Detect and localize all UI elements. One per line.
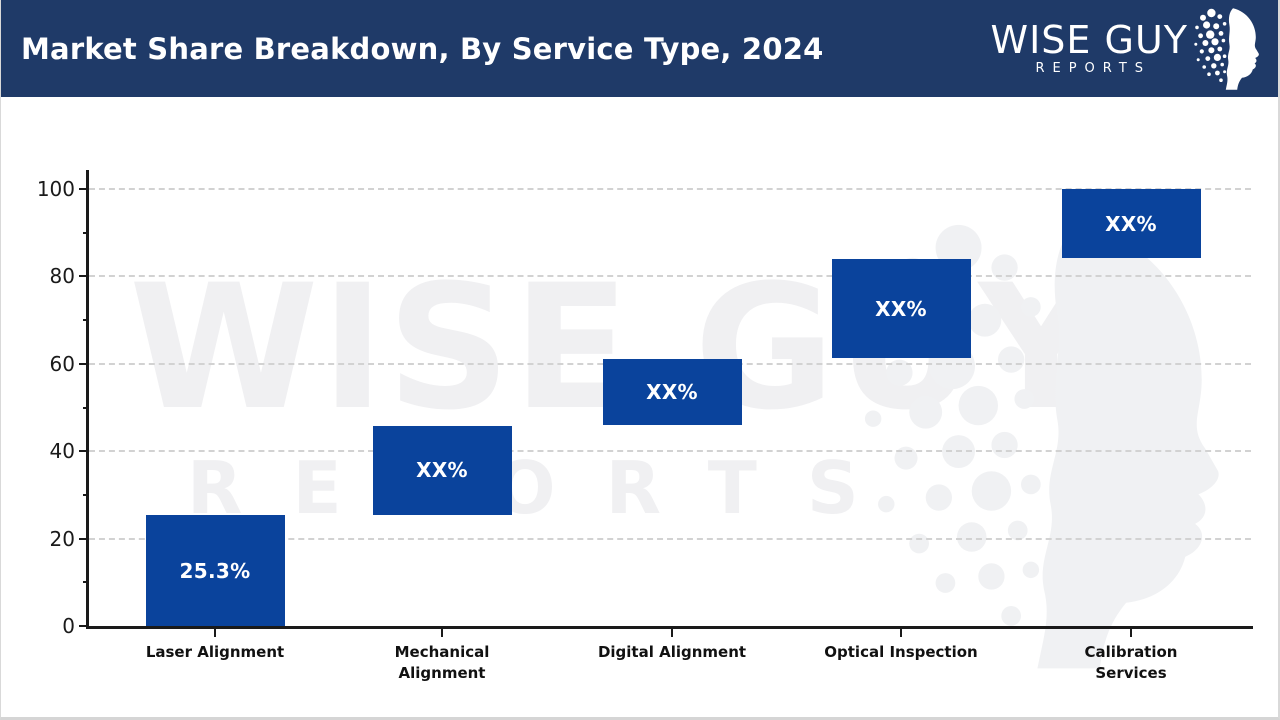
x-tick-mark [900, 629, 902, 637]
y-tick-mark [79, 362, 89, 365]
y-tick-mark [79, 537, 89, 540]
y-tick-label: 40 [49, 439, 75, 464]
y-tick-label: 60 [49, 351, 75, 376]
x-tick-label-laser-alignment: Laser Alignment [145, 643, 285, 661]
y-gridline [89, 450, 1251, 453]
bar-digital-alignment: XX% [602, 358, 742, 426]
y-tick-mark [79, 275, 89, 278]
logo-wordmark: WISE GUY [990, 17, 1188, 62]
y-axis [86, 170, 89, 629]
y-tick-label: 0 [62, 614, 75, 638]
y-gridline [89, 275, 1251, 278]
x-tick-label-digital-alignment: Digital Alignment [597, 643, 747, 661]
x-tick-mark [214, 629, 216, 637]
y-tick-mark [79, 450, 89, 453]
x-tick-label-mechanical-alignment: Mechanical Alignment [394, 643, 490, 682]
wiseguy-face-icon [1194, 7, 1259, 90]
y-tick-label: 100 [36, 177, 75, 201]
bar-value-label: XX% [646, 380, 698, 405]
watermark-line2: REPORTS [187, 446, 909, 530]
bar-value-label: 25.3% [179, 558, 251, 583]
y-tick-label: 80 [49, 264, 75, 289]
y-tick-mark [79, 188, 89, 190]
y-tick-mark [79, 625, 89, 627]
x-tick-mark [671, 629, 673, 637]
x-tick-mark [441, 629, 443, 637]
wiseguy-logo: WISE GUY REPORTS [991, 7, 1264, 91]
logo-subtitle: REPORTS [1035, 61, 1152, 77]
logo-text: WISE GUY REPORTS [990, 17, 1188, 77]
bar-value-label: XX% [416, 458, 468, 483]
chart-area: WISE GUY REPORTS 0 20 40 60 80 100 25.3% XX% XX%… [1, 97, 1278, 717]
bar-value-label: XX% [875, 296, 927, 321]
y-gridline [89, 537, 1251, 540]
bar-calibration-services: XX% [1061, 189, 1201, 259]
x-tick-mark [1130, 629, 1132, 637]
y-gridline [89, 188, 1251, 190]
x-tick-label-calibration-services: Calibration Services [1084, 643, 1178, 682]
bar-laser-alignment: 25.3% [145, 515, 285, 626]
bar-mechanical-alignment: XX% [372, 425, 512, 515]
x-axis [86, 626, 1253, 629]
header: Market Share Breakdown, By Service Type,… [1, 0, 1278, 97]
bar-value-label: XX% [1105, 211, 1157, 236]
x-tick-label-optical-inspection: Optical Inspection [824, 643, 978, 661]
page-title: Market Share Breakdown, By Service Type,… [21, 31, 824, 66]
y-tick-label: 20 [49, 526, 75, 551]
bar-optical-inspection: XX% [831, 258, 971, 359]
